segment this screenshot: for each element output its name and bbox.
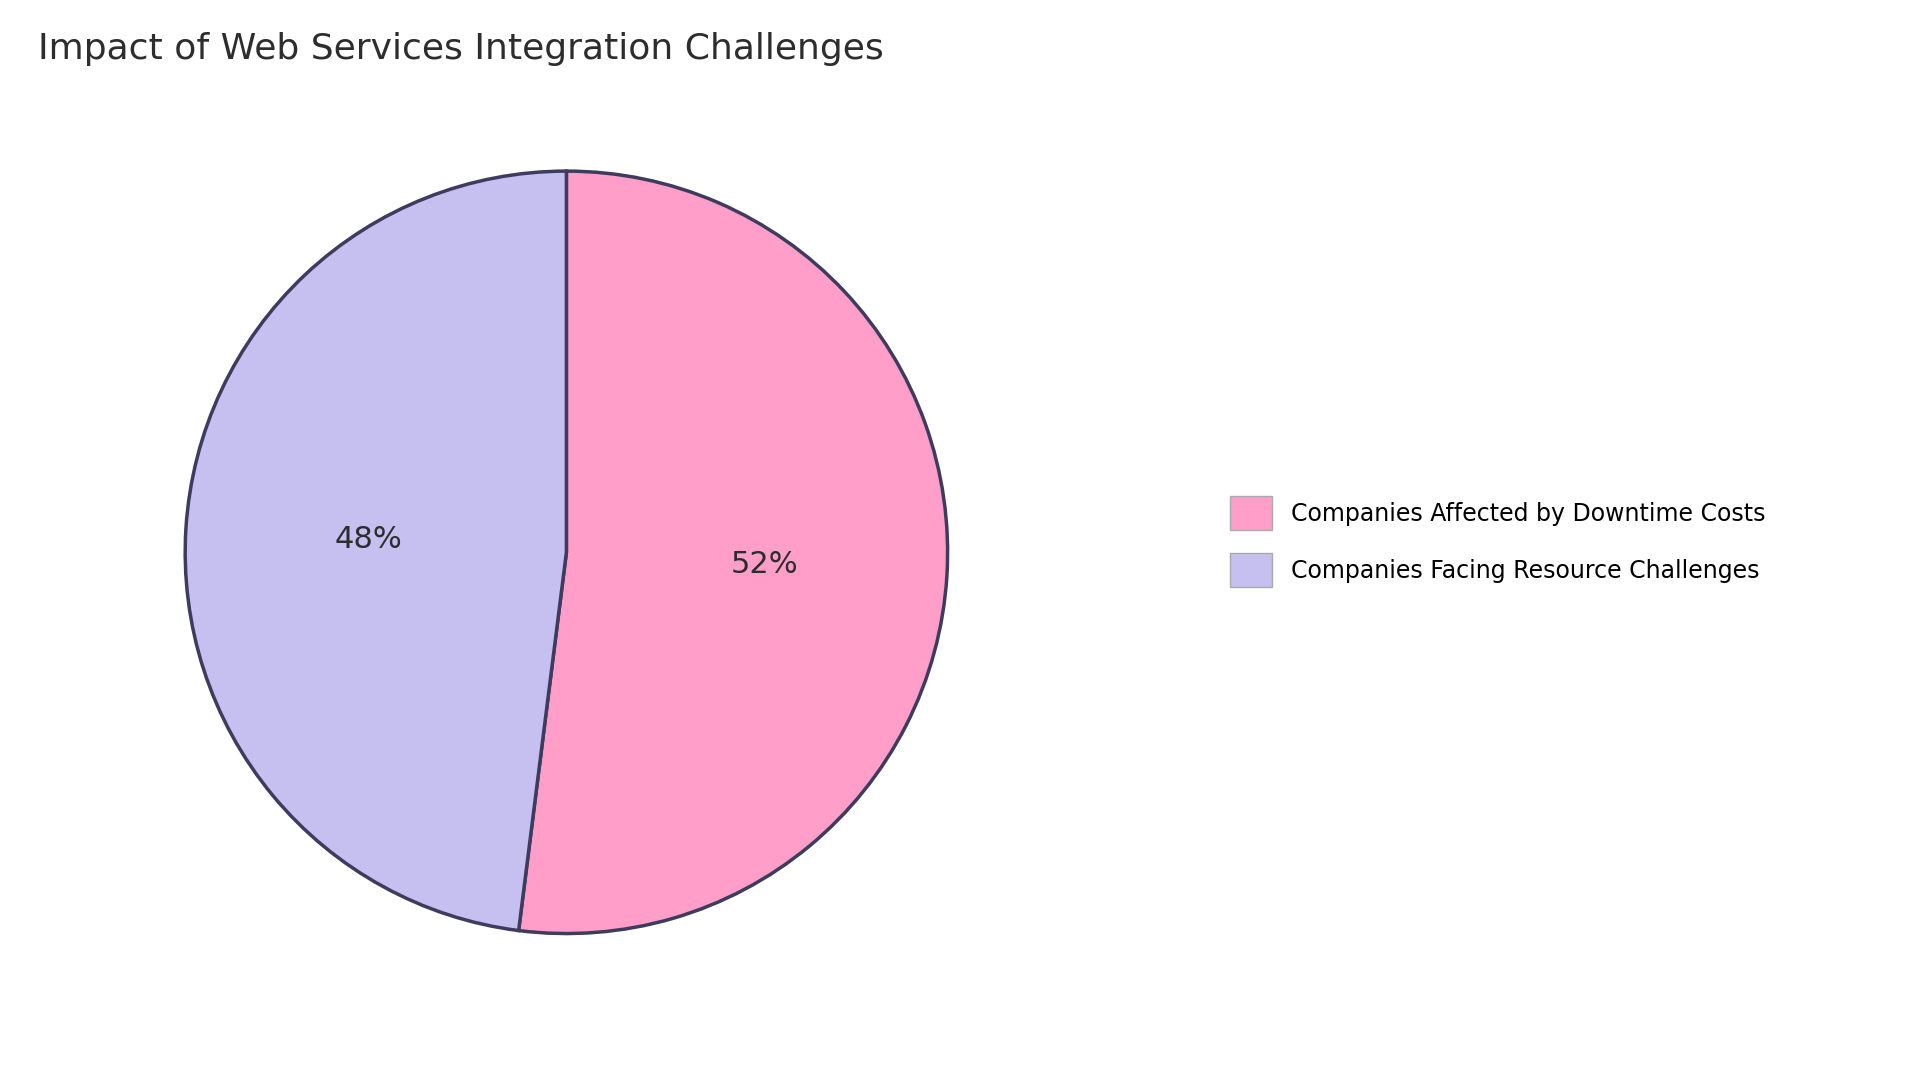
Wedge shape <box>184 171 566 930</box>
Wedge shape <box>518 171 948 934</box>
Legend: Companies Affected by Downtime Costs, Companies Facing Resource Challenges: Companies Affected by Downtime Costs, Co… <box>1217 484 1778 599</box>
Text: 52%: 52% <box>730 550 799 579</box>
Text: 48%: 48% <box>334 525 403 554</box>
Text: Impact of Web Services Integration Challenges: Impact of Web Services Integration Chall… <box>38 32 883 66</box>
